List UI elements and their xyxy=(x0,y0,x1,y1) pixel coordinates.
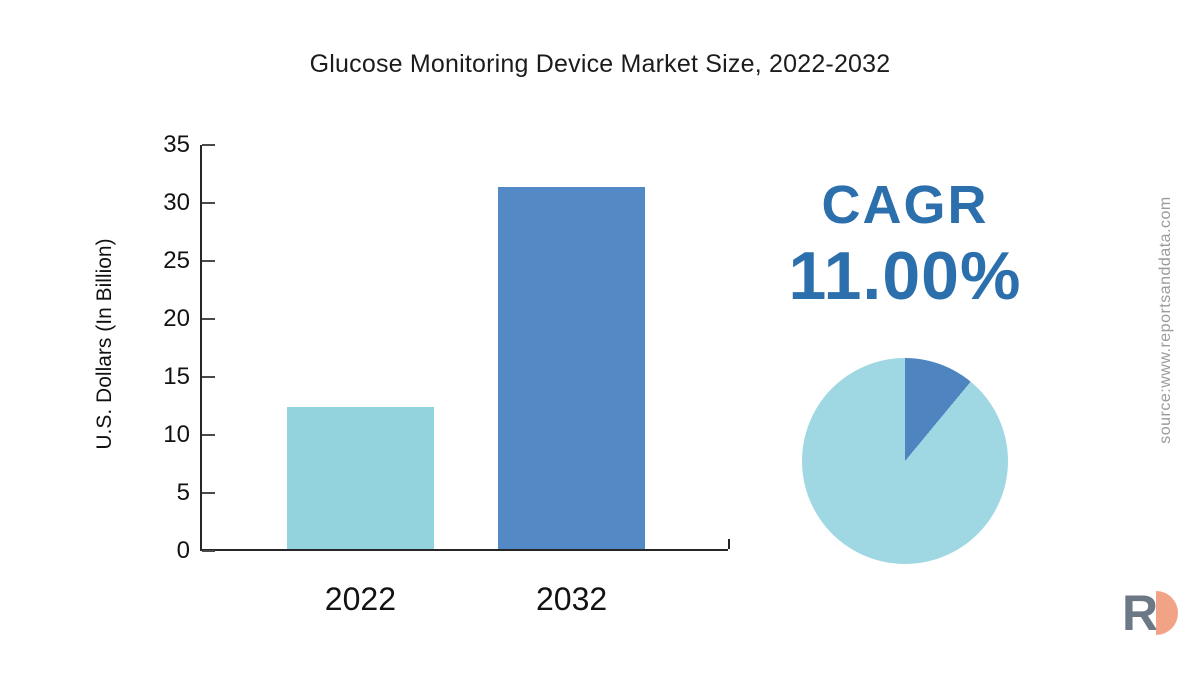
y-tick-label: 15 xyxy=(163,363,190,390)
y-tick-label: 35 xyxy=(163,131,190,158)
y-tick-label: 20 xyxy=(163,305,190,332)
y-tick-mark xyxy=(202,434,215,436)
bar-chart-plot-area: 0 5 10 15 20 25 30 35 2022 2032 xyxy=(163,131,730,617)
y-tick-mark xyxy=(202,202,215,204)
y-tick-label: 10 xyxy=(163,421,190,448)
bar-2032 xyxy=(498,187,646,549)
y-tick-mark xyxy=(202,144,215,146)
x-tick-label: 2032 xyxy=(536,581,608,617)
y-tick-mark xyxy=(202,260,215,262)
chart-title: Glucose Monitoring Device Market Size, 2… xyxy=(309,50,891,78)
x-tick-label: 2022 xyxy=(324,581,396,617)
y-tick-label: 5 xyxy=(176,479,190,506)
logo-d-shape-icon xyxy=(1156,591,1179,635)
y-tick-mark xyxy=(202,492,215,494)
reports-and-data-logo: R xyxy=(1122,585,1179,641)
bar-2022 xyxy=(286,407,434,549)
cagr-block: CAGR 11.00% xyxy=(755,178,1055,310)
y-tick-mark xyxy=(202,376,215,378)
y-tick-mark xyxy=(202,318,215,320)
y-tick-mark xyxy=(202,550,215,552)
y-tick-label: 30 xyxy=(163,189,190,216)
cagr-value: 11.00% xyxy=(788,238,1022,314)
source-attribution: source:www.reportsanddata.com xyxy=(1157,196,1174,444)
x-axis-end-tick xyxy=(728,539,730,549)
y-axis-label: U.S. Dollars (In Billion) xyxy=(93,238,116,450)
y-tick-label: 25 xyxy=(163,247,190,274)
cagr-label: CAGR xyxy=(821,175,989,235)
y-tick-label: 0 xyxy=(176,537,190,564)
logo-letter-r: R xyxy=(1122,585,1159,641)
cagr-pie-chart xyxy=(802,358,1008,564)
